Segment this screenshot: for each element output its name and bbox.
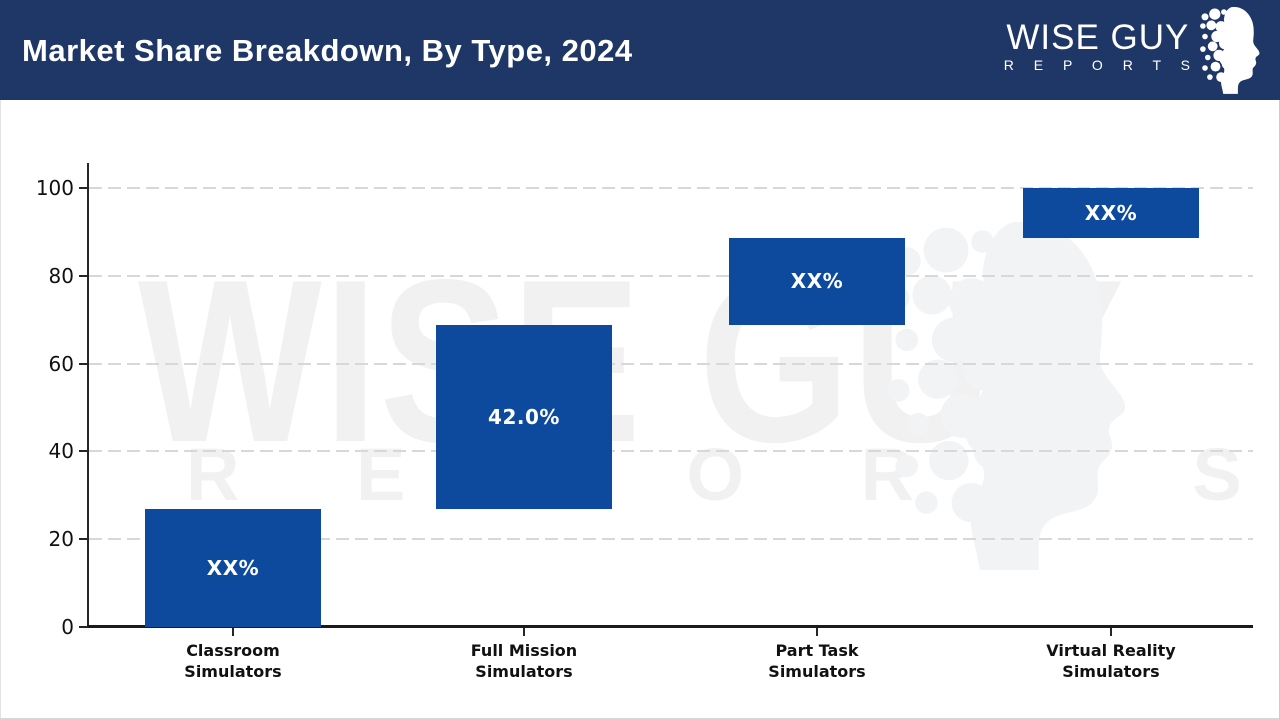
header-bar: Market Share Breakdown, By Type, 2024 WI…	[0, 0, 1280, 100]
logo-wordmark: WISE GUY	[1006, 18, 1190, 57]
logo-subtext: R E P O R T S	[1003, 57, 1198, 73]
y-tick-label: 60	[48, 351, 74, 376]
x-tick-mark	[1110, 628, 1112, 636]
page-title: Market Share Breakdown, By Type, 2024	[22, 33, 633, 68]
x-category-label: Classroom Simulators	[184, 641, 282, 681]
x-category-label: Full Mission Simulators	[470, 641, 578, 681]
y-tick-label: 100	[35, 176, 74, 200]
bar-value-label: XX%	[1084, 201, 1138, 226]
bar-segment: XX%	[145, 508, 321, 627]
gridline-20	[89, 538, 1253, 541]
gridline-80	[89, 274, 1253, 277]
x-tick-mark	[816, 628, 818, 636]
y-tick-mark	[79, 187, 88, 189]
gridline-60	[89, 362, 1253, 365]
y-tick-label: 80	[48, 263, 74, 288]
y-tick-label: 20	[48, 527, 74, 552]
x-tick-mark	[232, 628, 234, 636]
y-tick-mark	[79, 450, 88, 453]
x-category-label: Virtual Reality Simulators	[1046, 641, 1176, 681]
wiseguy-logo: WISE GUY R E P O R T S	[1004, 0, 1270, 100]
x-category-label: Part Task Simulators	[768, 641, 866, 681]
gridline-100	[89, 187, 1253, 189]
bar-value-label: XX%	[790, 269, 844, 294]
bar-value-label: XX%	[206, 555, 260, 580]
bar-segment: XX%	[729, 238, 905, 325]
y-tick-label: 0	[61, 615, 74, 639]
y-axis-line	[87, 163, 89, 628]
bar-segment: 42.0%	[436, 324, 612, 509]
bar-segment: XX%	[1023, 188, 1199, 239]
x-tick-mark	[523, 628, 525, 636]
y-tick-mark	[79, 362, 88, 365]
logo-text: WISE GUY R E P O R T S	[998, 18, 1198, 74]
y-tick-mark	[79, 626, 88, 628]
bar-value-label: 42.0%	[488, 404, 560, 429]
y-tick-mark	[79, 274, 88, 277]
dotted-face-profile-icon	[1198, 7, 1268, 94]
x-axis-line	[87, 625, 1253, 628]
y-tick-label: 40	[48, 439, 74, 464]
y-tick-mark	[79, 538, 88, 541]
gridline-40	[89, 450, 1253, 453]
